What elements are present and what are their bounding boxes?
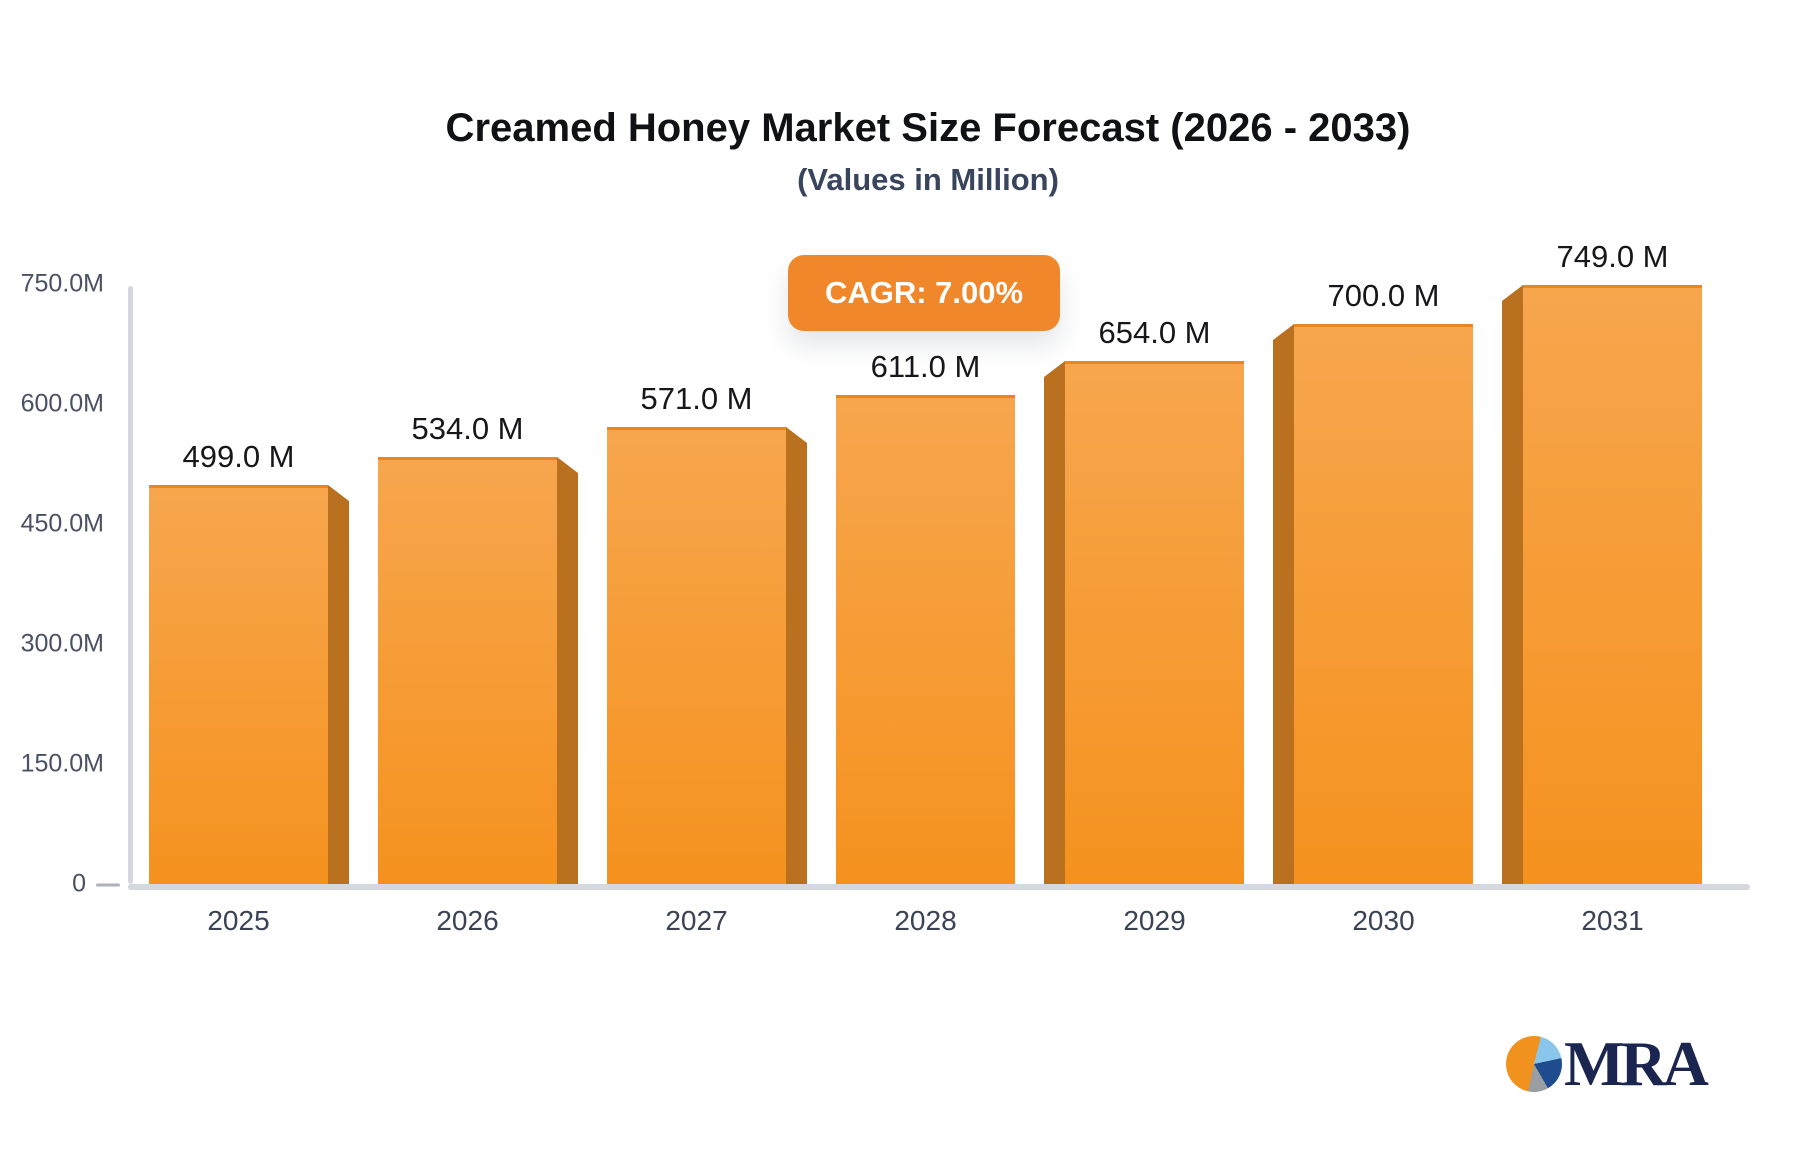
mra-logo: MRA — [1506, 1028, 1709, 1099]
y-tick-label: 450.0M — [0, 510, 104, 539]
mra-logo-text: MRA — [1564, 1028, 1709, 1099]
bar-value-label: 700.0 M — [1327, 278, 1440, 313]
bar-value-label: 534.0 M — [411, 411, 524, 446]
bar-value-label: 611.0 M — [870, 349, 981, 384]
y-tick-label: 0 — [0, 870, 120, 899]
chart-title: Creamed Honey Market Size Forecast (2026… — [445, 106, 1411, 150]
x-axis-line — [128, 884, 1750, 890]
bar-value-label: 749.0 M — [1556, 239, 1669, 274]
bar-side-face — [786, 427, 807, 884]
zero-tick-dash — [96, 883, 120, 887]
y-tick-text: 750.0M — [20, 269, 104, 298]
y-tick-text: 300.0M — [20, 629, 104, 658]
cagr-badge: CAGR: 7.00% — [788, 255, 1060, 331]
bar-side-face — [328, 485, 349, 884]
bar-2029 — [1065, 361, 1244, 884]
y-tick-label: 750.0M — [0, 270, 104, 299]
bar-value-label: 499.0 M — [182, 439, 295, 474]
x-tick-label: 2031 — [1581, 905, 1644, 936]
bar-2031 — [1523, 285, 1702, 884]
bar-2027 — [607, 427, 786, 884]
y-tick-label: 300.0M — [0, 630, 104, 659]
bar-value-label: 571.0 M — [640, 381, 753, 416]
x-tick-label: 2027 — [665, 905, 728, 936]
bar-2030 — [1294, 324, 1473, 884]
chart-subtitle: (Values in Million) — [797, 162, 1059, 197]
y-tick-text: 600.0M — [20, 389, 104, 418]
y-tick-text: 0 — [72, 869, 86, 898]
bar-side-face — [557, 457, 578, 884]
y-tick-text: 450.0M — [20, 509, 104, 538]
x-tick-label: 2029 — [1123, 905, 1186, 936]
bar-side-face — [1502, 285, 1523, 884]
x-tick-label: 2028 — [894, 905, 957, 936]
x-tick-label: 2030 — [1352, 905, 1415, 936]
x-tick-label: 2025 — [207, 905, 270, 936]
bar-2025 — [149, 485, 328, 884]
bar-value-label: 654.0 M — [1098, 315, 1211, 350]
bar-side-face — [1273, 324, 1294, 884]
pie-chart-icon — [1506, 1036, 1562, 1092]
x-tick-label: 2026 — [436, 905, 499, 936]
bar-2026 — [378, 457, 557, 884]
y-tick-label: 150.0M — [0, 750, 104, 779]
bar-2028 — [836, 395, 1015, 884]
y-tick-label: 600.0M — [0, 390, 104, 419]
bar-side-face — [1044, 361, 1065, 884]
y-axis-line — [128, 286, 133, 884]
y-tick-text: 150.0M — [20, 749, 104, 778]
